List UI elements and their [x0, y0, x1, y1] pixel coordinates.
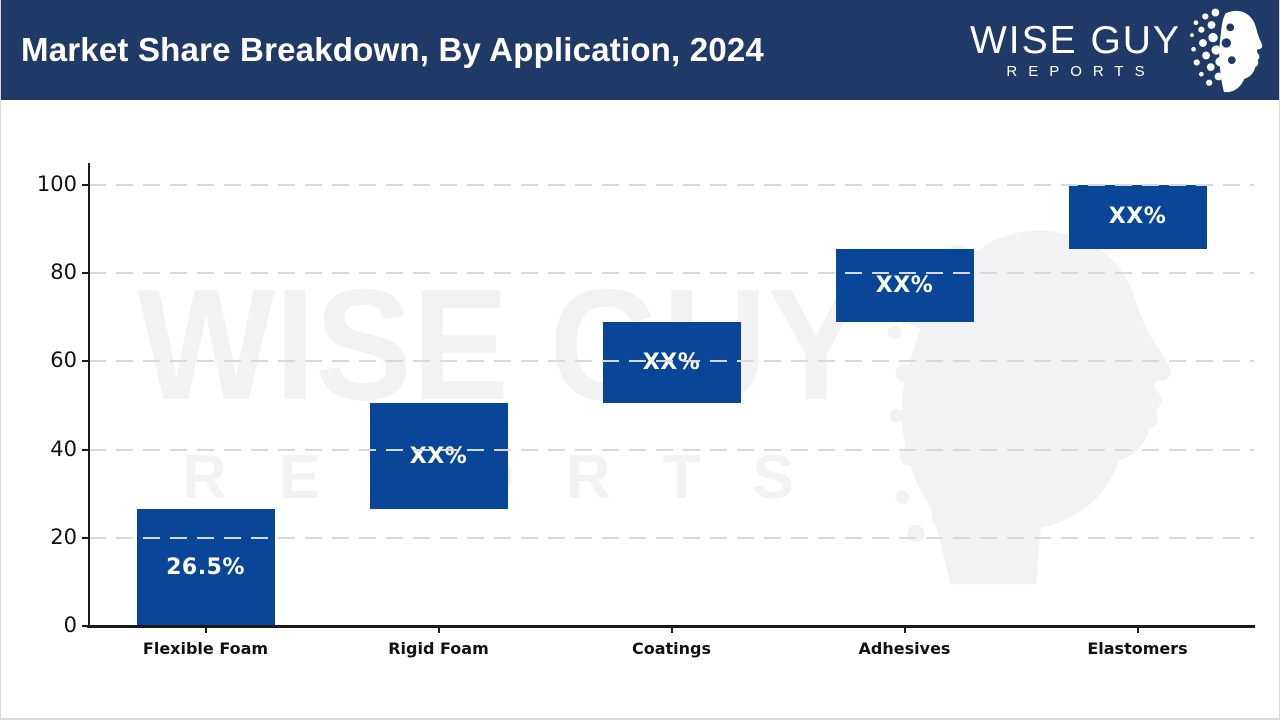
bar-elastomers: XX% [1068, 185, 1207, 249]
page-title: Market Share Breakdown, By Application, … [21, 31, 764, 68]
x-tick-mark [903, 626, 906, 633]
header-bar: Market Share Breakdown, By Application, … [1, 0, 1279, 100]
x-category-label-rigid-foam: Rigid Foam [388, 639, 489, 658]
gridline-20 [89, 536, 1254, 539]
y-tick-label: 0 [63, 613, 77, 637]
y-tick-label: 80 [50, 260, 77, 285]
x-tick-mark [670, 626, 673, 633]
bar-adhesives: XX% [835, 248, 974, 322]
bar-value-label: XX% [1108, 204, 1167, 230]
gridline-80 [89, 272, 1254, 275]
bar-coatings: XX% [602, 321, 741, 404]
bar-value-label: XX% [642, 349, 701, 375]
gridline-60 [89, 360, 1254, 363]
x-tick-mark [204, 626, 207, 633]
y-tick-mark [82, 272, 89, 275]
y-tick-label: 20 [50, 524, 77, 549]
y-tick-mark [82, 360, 89, 363]
y-axis-line [88, 163, 90, 627]
y-tick-mark [82, 184, 89, 186]
wise-guy-logo: WISE GUY REPORTS [970, 7, 1263, 93]
logo-text: WISE GUY REPORTS [970, 21, 1181, 79]
logo-wordmark: WISE GUY [969, 19, 1181, 62]
x-category-label-coatings: Coatings [631, 639, 712, 658]
bar-flexible-foam: 26.5% [136, 509, 275, 626]
bar-value-label: XX% [875, 272, 934, 298]
dot-head-logo-icon [1190, 8, 1263, 93]
y-tick-label: 60 [50, 348, 77, 373]
bar-value-label: XX% [409, 443, 468, 469]
y-tick-mark [82, 448, 89, 451]
y-tick-label: 40 [50, 436, 77, 461]
x-category-label-flexible-foam: Flexible Foam [142, 639, 269, 658]
x-category-label-adhesives: Adhesives [858, 639, 951, 658]
gridline-40 [89, 448, 1254, 451]
y-tick-mark [82, 536, 89, 539]
y-tick-label: 100 [36, 172, 77, 196]
logo-subtitle: REPORTS [1006, 63, 1156, 80]
gridline-100 [89, 184, 1254, 186]
x-tick-mark [1136, 626, 1139, 633]
x-category-label-elastomers: Elastomers [1087, 639, 1188, 658]
bar-rigid-foam: XX% [369, 403, 508, 510]
x-tick-mark [437, 626, 440, 633]
bar-value-label: 26.5% [166, 555, 245, 581]
y-tick-mark [82, 625, 89, 627]
